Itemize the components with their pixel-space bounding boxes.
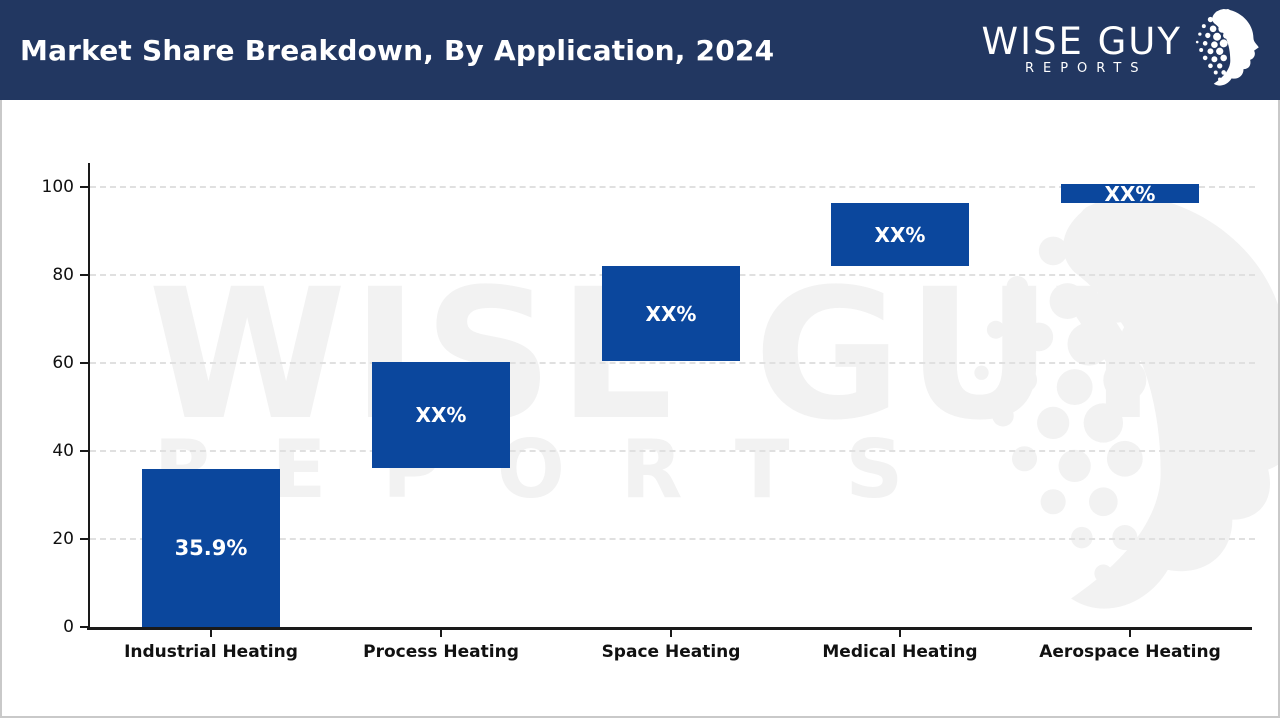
- y-axis-tick-label: 0: [63, 617, 74, 637]
- y-axis-tick-label: 80: [52, 265, 74, 285]
- y-axis-tick: [80, 626, 88, 628]
- gridline-y40: [90, 450, 1255, 452]
- x-axis-tick: [210, 629, 212, 637]
- gridline-y60: [90, 362, 1255, 364]
- y-axis-tick: [80, 450, 88, 452]
- bar-value-label: XX%: [415, 403, 467, 428]
- wiseguy-head-icon: [1184, 5, 1266, 95]
- x-axis-tick: [1129, 629, 1131, 637]
- bar-value-label: XX%: [1104, 181, 1156, 206]
- bar-aerospace-heating: XX%: [1061, 181, 1199, 206]
- x-axis-tick: [670, 629, 672, 637]
- bar-process-heating: XX%: [372, 362, 510, 469]
- wiseguy-logo: WISE GUY REPORTS: [982, 5, 1280, 95]
- wiseguy-logo-text: WISE GUY REPORTS: [982, 23, 1182, 76]
- y-axis-tick-label: 20: [52, 529, 74, 549]
- header-bar: Market Share Breakdown, By Application, …: [0, 0, 1280, 100]
- x-axis-category-label: Process Heating: [363, 642, 519, 662]
- x-axis-tick: [440, 629, 442, 637]
- bar-value-label: XX%: [645, 301, 697, 326]
- watermark-head-icon: [917, 170, 1278, 644]
- gridline-y20: [90, 538, 1255, 540]
- y-axis-tick: [80, 538, 88, 540]
- x-axis-category-label: Space Heating: [601, 642, 741, 662]
- y-axis-tick: [80, 274, 88, 276]
- bar-space-heating: XX%: [602, 266, 740, 362]
- y-axis-line: [88, 163, 90, 629]
- y-axis-tick: [80, 362, 88, 364]
- x-axis-category-label: Industrial Heating: [124, 642, 298, 662]
- gridline-y100: [90, 186, 1255, 188]
- bar-value-label: 35.9%: [174, 536, 248, 560]
- x-axis-tick: [899, 629, 901, 637]
- bar-industrial-heating: 35.9%: [142, 469, 280, 627]
- bar-value-label: XX%: [874, 222, 926, 247]
- y-axis-tick-label: 40: [52, 441, 74, 461]
- y-axis-tick-label: 100: [41, 177, 74, 197]
- x-axis-category-label: Aerospace Heating: [1039, 642, 1221, 662]
- y-axis-tick-label: 60: [52, 353, 74, 373]
- logo-subtitle: REPORTS: [1024, 61, 1148, 77]
- y-axis-tick: [80, 186, 88, 188]
- bar-medical-heating: XX%: [831, 202, 969, 267]
- logo-wordmark: WISE GUY: [981, 20, 1182, 64]
- page-title: Market Share Breakdown, By Application, …: [20, 33, 775, 67]
- x-axis-category-label: Medical Heating: [822, 642, 978, 662]
- x-axis-line: [87, 627, 1252, 630]
